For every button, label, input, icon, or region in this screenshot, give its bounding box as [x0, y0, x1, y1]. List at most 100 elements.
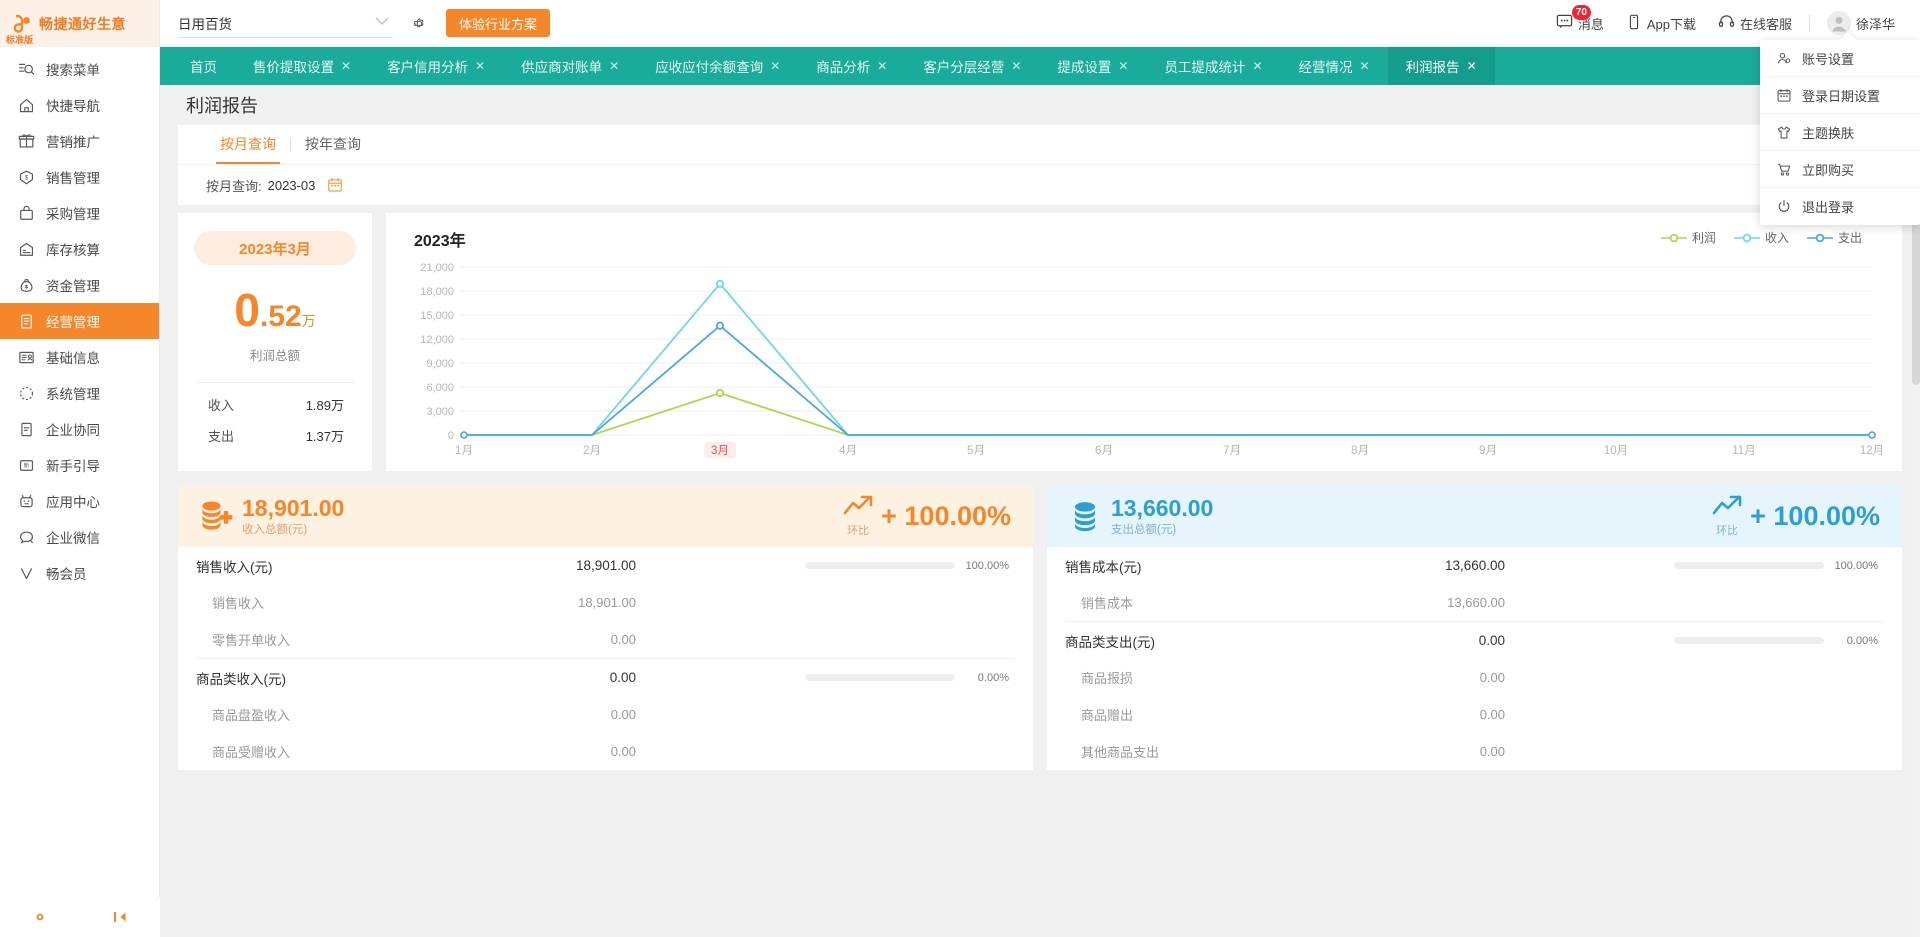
clipboard-icon	[18, 313, 35, 330]
tab-2[interactable]: 售价提取设置 ✕	[235, 47, 369, 85]
sidebar-item-4[interactable]: $ 销售管理	[0, 159, 159, 195]
sidebar-item-14[interactable]: 企业微信	[0, 519, 159, 555]
top-item-message[interactable]: 消息 70	[1545, 5, 1615, 33]
message-icon	[1556, 13, 1573, 33]
collapse-orange-icon[interactable]	[80, 908, 160, 926]
user-menu-item-label: 登录日期设置	[1802, 88, 1881, 104]
filter-value[interactable]: 2023-03	[267, 177, 316, 193]
sidebar-item-7[interactable]: 资金管理	[0, 267, 159, 303]
tab-close-icon[interactable]: ✕	[341, 59, 352, 73]
user-menu-item-5[interactable]: 退出登录	[1760, 188, 1920, 225]
sidebar-item-label: 资金管理	[46, 279, 100, 294]
sidebar-item-13[interactable]: 应用中心	[0, 483, 159, 519]
tab-label: 首页	[190, 60, 217, 75]
sidebar-item-5[interactable]: 采购管理	[0, 195, 159, 231]
expense-amount-label: 支出总额(元)	[1111, 523, 1177, 536]
tab-close-icon[interactable]: ✕	[1011, 59, 1022, 73]
tab-9[interactable]: 员工提成统计 ✕	[1146, 47, 1280, 85]
legend-label: 收入	[1764, 231, 1789, 245]
sidebar-item-9[interactable]: 基础信息	[0, 339, 159, 375]
vertical-scrollbar[interactable]	[1912, 85, 1920, 937]
kpi-profit-decimal: .52	[259, 300, 302, 333]
industry-select[interactable]: 日用百货	[178, 8, 393, 38]
sidebar-item-10[interactable]: 系统管理	[0, 375, 159, 411]
sidebar-item-2[interactable]: 快捷导航	[0, 87, 159, 123]
tab-7[interactable]: 客户分层经营 ✕	[905, 47, 1039, 85]
tab-1[interactable]: 首页	[172, 47, 235, 85]
sidebar-item-6[interactable]: 库存核算	[0, 231, 159, 267]
tab-8[interactable]: 提成设置 ✕	[1039, 47, 1146, 85]
row-name: 销售成本(元)	[1065, 559, 1142, 575]
legend-item-1[interactable]: 利润	[1660, 229, 1716, 246]
expense-card-header: 13,660.00 支出总额(元) 环比 + 100.00%	[1047, 485, 1902, 547]
tab-6[interactable]: 商品分析 ✕	[798, 47, 905, 85]
row-value: 0.00	[610, 632, 636, 647]
tab-close-icon[interactable]: ✕	[475, 59, 486, 73]
svg-text:9,000: 9,000	[426, 358, 454, 370]
top-bar: 日用百货 体验行业方案 消息 70	[160, 0, 1920, 225]
tab-label: 提成设置	[1057, 60, 1112, 75]
legend-marker-icon	[1733, 233, 1760, 243]
sidebar-item-11[interactable]: 企业协同	[0, 411, 159, 447]
profit-kpi-card: 2023年3月 0.52万 利润总额 收入 1.89万 支出 1.37万	[178, 213, 372, 471]
tab-close-icon[interactable]: ✕	[877, 59, 888, 73]
user-menu-item-2[interactable]: 登录日期设置	[1760, 77, 1920, 114]
tab-close-icon[interactable]: ✕	[1359, 59, 1370, 73]
report-minor-row: 商品受赠收入 0.00	[196, 733, 1015, 770]
brand-logo[interactable]: 畅捷通好生意 标准版	[0, 0, 159, 47]
user-menu-item-3[interactable]: 主题换肤	[1760, 114, 1920, 151]
bar-track	[1674, 637, 1824, 644]
sidebar-item-3[interactable]: 营销推广	[0, 123, 159, 159]
trial-solution-button[interactable]: 体验行业方案	[446, 9, 551, 37]
top-divider	[1808, 15, 1810, 31]
tab-4[interactable]: 供应商对账单 ✕	[503, 47, 637, 85]
user-menu-item-4[interactable]: 立即购买	[1760, 151, 1920, 188]
main-area: 日用百货 体验行业方案 消息 70	[160, 0, 1920, 937]
expense-trend-value: + 100.00%	[1750, 500, 1880, 531]
page-header: 利润报告	[160, 85, 1920, 125]
svg-text:18,000: 18,000	[420, 286, 454, 298]
gear-orange-icon[interactable]	[0, 908, 80, 926]
svg-text:2月: 2月	[583, 445, 601, 457]
kpi-profit-label: 利润总额	[249, 349, 300, 363]
trend-up-icon	[1712, 494, 1742, 521]
sidebar-item-1[interactable]: 搜索菜单	[0, 51, 159, 87]
tab-11[interactable]: 利润报告 ✕	[1387, 47, 1495, 85]
top-item-customer-service[interactable]: 在线客服	[1707, 13, 1803, 33]
row-value: 18,901.00	[575, 558, 636, 573]
income-amount-block: 18,901.00 收入总额(元)	[242, 496, 344, 535]
row-value: 18,901.00	[578, 595, 636, 610]
tab-10[interactable]: 经营情况 ✕	[1281, 47, 1388, 85]
tab-close-icon[interactable]: ✕	[1118, 59, 1129, 73]
gear-icon[interactable]	[411, 15, 428, 32]
subtab-1[interactable]: 按月查询	[206, 125, 290, 164]
tab-3[interactable]: 客户信用分析 ✕	[369, 47, 503, 85]
legend-item-3[interactable]: 支出	[1806, 229, 1862, 246]
sidebar-item-label: 搜索菜单	[46, 63, 100, 78]
headset-icon	[1718, 13, 1735, 33]
tab-close-icon[interactable]: ✕	[1466, 59, 1477, 73]
sidebar-item-12[interactable]: 新 新手引导	[0, 447, 159, 483]
calendar-icon	[1776, 87, 1792, 103]
tab-5[interactable]: 应收应付余额查询 ✕	[637, 47, 798, 85]
subtab-2[interactable]: 按年查询	[305, 136, 361, 152]
calendar-picker-icon[interactable]	[327, 177, 343, 193]
row-name: 商品赠出	[1081, 708, 1134, 723]
kpi-row-label: 支出	[208, 429, 235, 444]
sidebar-item-8[interactable]: 经营管理	[0, 303, 159, 339]
expense-card-body: 销售成本(元) 13,660.00 100.00% 销售成本 13,660.00 商品类支…	[1047, 547, 1902, 770]
top-item-app-download[interactable]: App下载	[1615, 14, 1707, 33]
tab-close-icon[interactable]: ✕	[609, 59, 620, 73]
user-menu-item-1[interactable]: 账号设置	[1760, 40, 1920, 77]
tab-close-icon[interactable]: ✕	[1252, 59, 1263, 73]
user-profile[interactable]: 徐泽华	[1816, 11, 1906, 35]
tab-label: 利润报告	[1405, 60, 1460, 75]
svg-text:新: 新	[24, 461, 30, 469]
scrollbar-thumb[interactable]	[1912, 85, 1920, 385]
legend-item-2[interactable]: 收入	[1733, 229, 1789, 246]
legend-marker-icon	[1660, 233, 1687, 243]
app-center-icon	[18, 493, 35, 510]
industry-value: 日用百货	[178, 16, 232, 32]
tab-close-icon[interactable]: ✕	[770, 59, 781, 73]
sidebar-item-15[interactable]: 畅会员	[0, 555, 159, 591]
